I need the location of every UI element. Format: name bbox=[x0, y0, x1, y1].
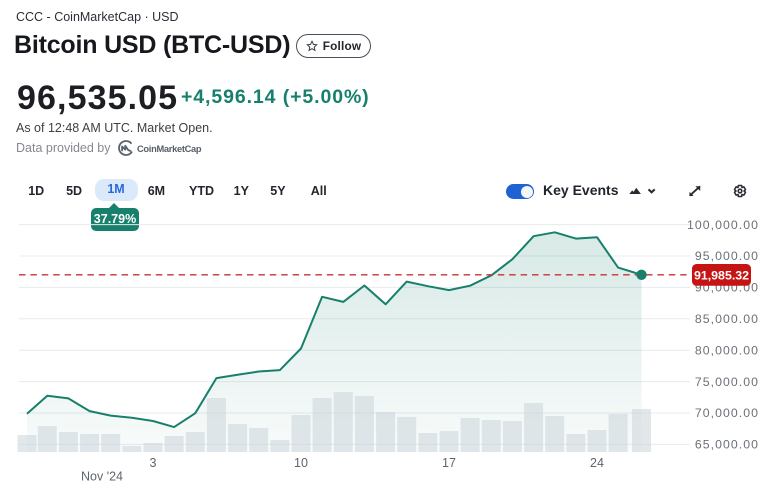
svg-text:95,000.00: 95,000.00 bbox=[695, 249, 759, 263]
svg-text:3: 3 bbox=[150, 456, 157, 470]
svg-text:100,000.00: 100,000.00 bbox=[687, 218, 759, 232]
svg-text:17: 17 bbox=[442, 456, 456, 470]
svg-text:65,000.00: 65,000.00 bbox=[695, 438, 759, 452]
svg-text:10: 10 bbox=[294, 456, 308, 470]
svg-text:75,000.00: 75,000.00 bbox=[695, 375, 759, 389]
svg-text:24: 24 bbox=[590, 456, 604, 470]
svg-text:91,985.32: 91,985.32 bbox=[694, 269, 749, 283]
svg-text:Nov '24: Nov '24 bbox=[81, 470, 123, 484]
svg-text:80,000.00: 80,000.00 bbox=[695, 343, 759, 357]
svg-text:85,000.00: 85,000.00 bbox=[695, 312, 759, 326]
svg-text:70,000.00: 70,000.00 bbox=[695, 406, 759, 420]
